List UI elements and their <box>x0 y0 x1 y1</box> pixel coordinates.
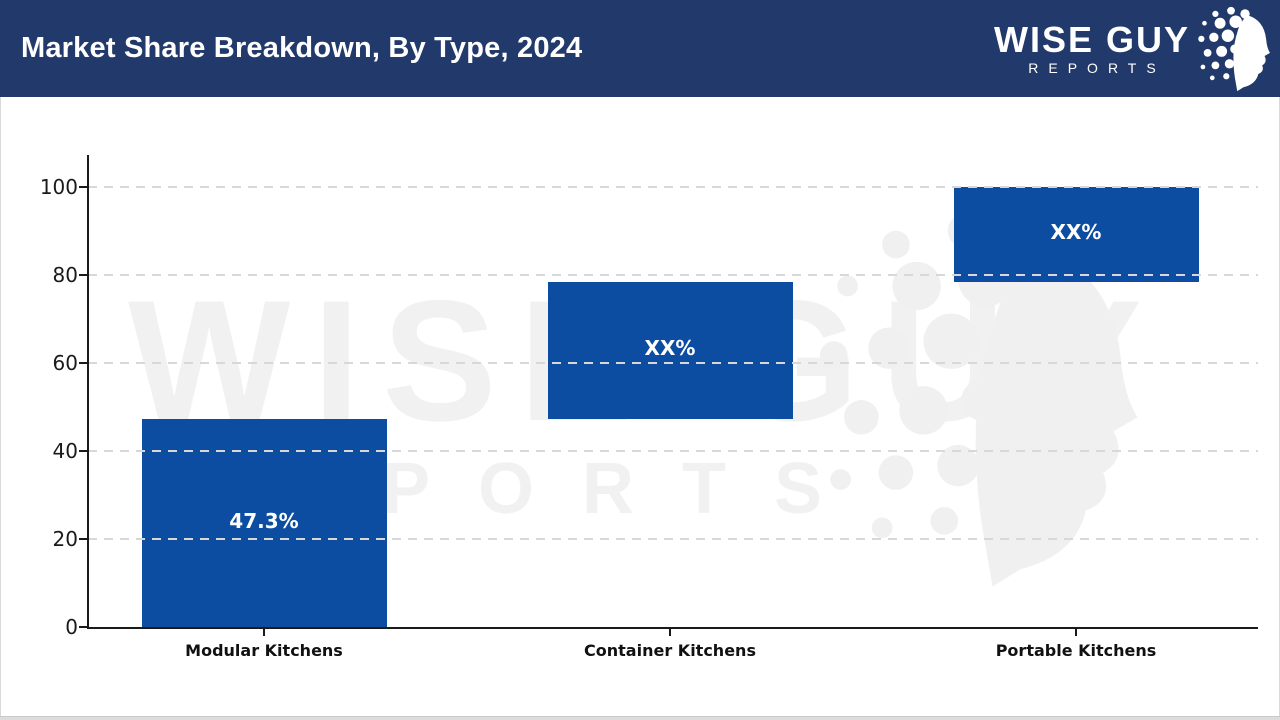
gridline <box>88 186 1258 188</box>
x-tick-mark <box>1075 629 1077 636</box>
y-tick-label: 40 <box>52 439 78 463</box>
y-tick-mark <box>79 450 87 452</box>
bar-segment: XX% <box>953 187 1199 282</box>
x-axis-category-label: Modular Kitchens <box>185 641 343 660</box>
gridline <box>88 450 1258 452</box>
gridline <box>88 362 1258 364</box>
x-axis-category-label: Portable Kitchens <box>995 641 1157 660</box>
bar-value-label: XX% <box>644 336 696 361</box>
gridline <box>88 538 1258 540</box>
y-tick-label: 20 <box>52 527 78 551</box>
y-tick-mark <box>79 186 87 188</box>
header-bar: Market Share Breakdown, By Type, 2024 WI… <box>0 0 1280 97</box>
brand-logo: WISE GUY REPORTS <box>994 0 1280 97</box>
y-tick-label: 0 <box>65 615 78 639</box>
gridline <box>88 274 1258 276</box>
bar-value-label: XX% <box>1050 220 1102 245</box>
logo-wordmark: WISE GUY REPORTS <box>994 21 1190 76</box>
page-title: Market Share Breakdown, By Type, 2024 <box>21 32 583 64</box>
y-tick-label: 60 <box>52 351 78 375</box>
page-border-left <box>0 97 1 720</box>
y-tick-label: 80 <box>52 263 78 287</box>
x-tick-mark <box>263 629 265 636</box>
bar-segment: 47.3% <box>141 418 387 627</box>
x-tick-mark <box>669 629 671 636</box>
y-tick-mark <box>79 626 87 628</box>
y-tick-mark <box>79 538 87 540</box>
y-tick-label: 100 <box>39 175 78 199</box>
logo-wordmark-line1: WISE GUY <box>993 19 1190 61</box>
dotted-face-icon <box>1198 6 1270 91</box>
bar-value-label: 47.3% <box>229 508 299 533</box>
x-axis-line <box>87 627 1258 629</box>
y-tick-mark <box>79 362 87 364</box>
bar-segment: XX% <box>547 281 793 419</box>
logo-wordmark-line2: REPORTS <box>1028 59 1166 76</box>
y-tick-mark <box>79 274 87 276</box>
x-axis-category-label: Container Kitchens <box>584 641 756 660</box>
bottom-strip <box>0 716 1280 720</box>
plot-area: 47.3% XX% XX% <box>88 155 1258 627</box>
y-axis-line <box>87 155 89 629</box>
